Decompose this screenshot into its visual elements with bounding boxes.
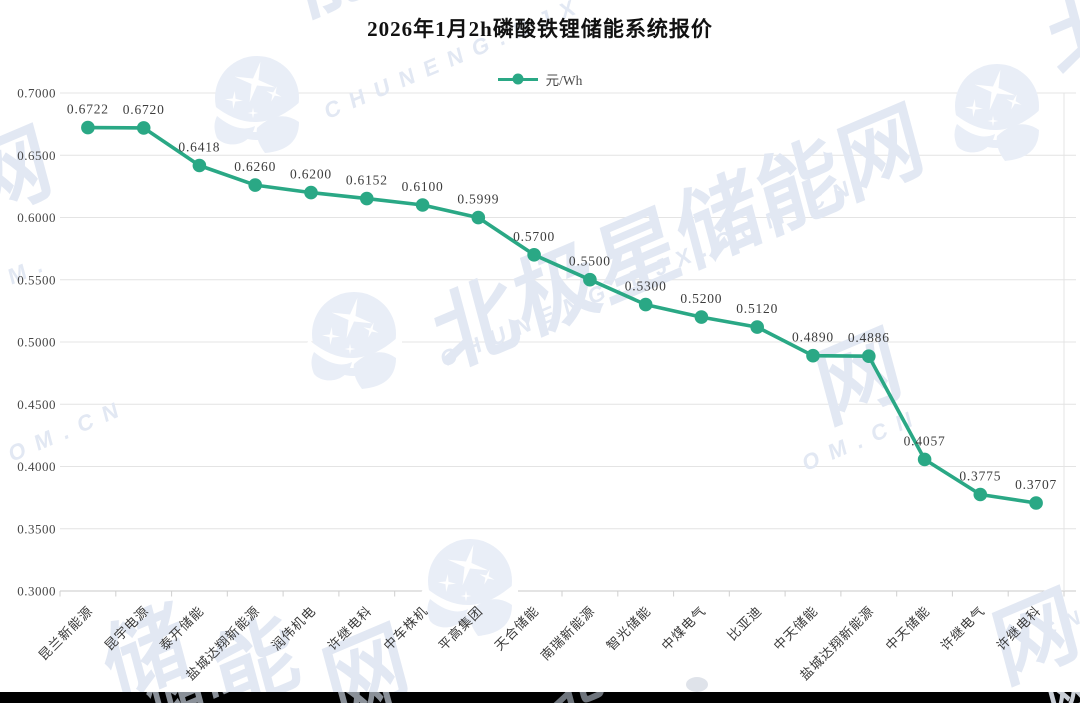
value-label: 0.6260: [234, 159, 276, 174]
x-axis-label: 泰开储能: [156, 603, 208, 654]
bottom-bar: 储能 网 北 网: [0, 692, 1080, 703]
x-axis-label: 许继电科: [324, 603, 375, 654]
x-axis-label: 平高集团: [435, 603, 487, 654]
value-label: 0.6722: [67, 102, 109, 117]
data-point: [694, 310, 709, 324]
y-axis-label: 0.5000: [17, 335, 56, 350]
data-point: [527, 248, 541, 262]
value-label: 0.6720: [123, 102, 165, 117]
data-point: [806, 348, 820, 363]
data-point: [917, 452, 932, 467]
data-point: [81, 120, 95, 135]
data-point: [973, 487, 988, 502]
y-axis-label: 0.4000: [17, 459, 56, 474]
y-axis-label: 0.4500: [17, 397, 56, 412]
bottom-bar-fragment: 网: [1041, 692, 1080, 703]
value-label: 0.4890: [792, 330, 834, 345]
value-label: 0.6100: [402, 179, 444, 194]
x-axis-label: 中天储能: [770, 603, 821, 654]
value-label: 0.5200: [680, 291, 722, 306]
value-label: 0.5500: [569, 254, 611, 269]
x-axis-label: 中车株机: [380, 603, 431, 654]
value-label: 0.3707: [1015, 477, 1057, 492]
data-point: [192, 158, 207, 173]
x-axis-label: 天合储能: [491, 603, 542, 654]
legend-line-marker-icon: [497, 73, 538, 85]
data-point: [360, 191, 374, 206]
chart-title: 2026年1月2h磷酸铁锂储能系统报价: [367, 17, 713, 41]
bottom-bar-fragment: 储能: [139, 692, 266, 703]
x-axis-label: 中天储能: [882, 603, 933, 654]
y-axis-label: 0.3500: [17, 521, 56, 536]
x-axis-label: 润伟机电: [268, 603, 319, 654]
value-label: 0.5120: [736, 301, 778, 316]
data-point: [248, 178, 262, 192]
value-label: 0.6200: [290, 167, 332, 182]
legend-dot-icon: [512, 73, 524, 85]
legend-label: 元/Wh: [545, 73, 583, 88]
x-axis-label: 南瑞新能源: [537, 603, 598, 664]
value-label: 0.4886: [848, 330, 890, 345]
data-point: [136, 121, 151, 135]
x-axis-label: 昆兰新能源: [35, 603, 96, 664]
value-label: 0.5700: [513, 229, 555, 244]
data-point: [415, 198, 430, 212]
data-point: [583, 272, 597, 287]
data-point: [750, 320, 764, 334]
legend: 元/Wh: [0, 69, 1080, 89]
y-axis-label: 0.5500: [17, 272, 56, 287]
data-point: [638, 297, 653, 312]
watermark-fragment: [686, 677, 708, 692]
value-label: 0.6418: [178, 140, 220, 155]
data-point: [304, 185, 318, 200]
y-axis-label: 0.6000: [17, 210, 56, 225]
y-axis-label: 0.7000: [17, 86, 56, 101]
value-label: 0.4057: [904, 433, 946, 448]
x-axis-label: 昆宇电源: [101, 603, 152, 654]
x-axis-label: 比亚迪: [724, 603, 765, 644]
bottom-bar-fragment: 北: [539, 692, 611, 703]
value-label: 0.5300: [625, 279, 667, 294]
data-point: [1029, 496, 1043, 510]
x-axis-label: 中煤电气: [658, 603, 710, 654]
data-point: [862, 349, 876, 364]
x-axis-label: 许继电科: [993, 603, 1044, 654]
bottom-bar-fragment: 网: [329, 692, 401, 703]
value-label: 0.6152: [346, 173, 388, 188]
value-label: 0.5999: [457, 192, 499, 207]
y-axis-label: 0.6500: [17, 148, 56, 163]
y-axis-label: 0.3000: [17, 584, 56, 599]
x-axis-label: 许继电气: [937, 603, 989, 654]
series-line: [86, 125, 1038, 505]
data-point: [471, 210, 486, 225]
x-axis-label: 智光储能: [603, 603, 654, 654]
value-label: 0.3775: [959, 469, 1001, 484]
